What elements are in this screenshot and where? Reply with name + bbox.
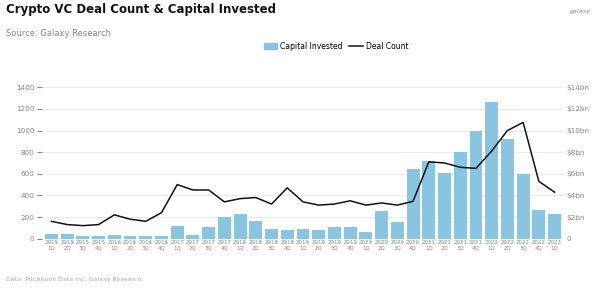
Bar (187, 235, 199, 239)
Bar (501, 139, 514, 239)
Bar (454, 152, 467, 239)
Bar (202, 227, 215, 239)
Bar (328, 227, 341, 239)
Bar (265, 229, 278, 239)
Bar (470, 131, 482, 239)
Bar (517, 174, 530, 239)
Bar (250, 221, 262, 239)
Bar (171, 226, 184, 239)
Bar (391, 222, 404, 239)
Bar (344, 227, 356, 239)
Bar (218, 217, 231, 239)
Bar (359, 232, 373, 239)
Bar (281, 230, 294, 239)
Bar (76, 236, 89, 239)
Bar (155, 237, 168, 239)
Bar (485, 102, 498, 239)
Bar (233, 214, 247, 239)
Text: Data: Pitchbook Data Inc, Galaxy Research: Data: Pitchbook Data Inc, Galaxy Researc… (6, 277, 141, 282)
Bar (124, 236, 136, 239)
Bar (312, 230, 325, 239)
Bar (61, 234, 74, 239)
Legend: Capital Invested, Deal Count: Capital Invested, Deal Count (260, 39, 412, 54)
Bar (532, 210, 545, 239)
Bar (92, 237, 105, 239)
Bar (45, 234, 58, 239)
Bar (438, 173, 451, 239)
Text: galaxy: galaxy (570, 9, 591, 14)
Bar (422, 161, 435, 239)
Bar (296, 229, 310, 239)
Text: Source: Galaxy Research: Source: Galaxy Research (6, 29, 111, 38)
Bar (407, 169, 419, 239)
Bar (139, 237, 152, 239)
Bar (375, 210, 388, 239)
Text: Crypto VC Deal Count & Capital Invested: Crypto VC Deal Count & Capital Invested (6, 3, 276, 16)
Bar (548, 214, 561, 239)
Bar (108, 235, 121, 239)
